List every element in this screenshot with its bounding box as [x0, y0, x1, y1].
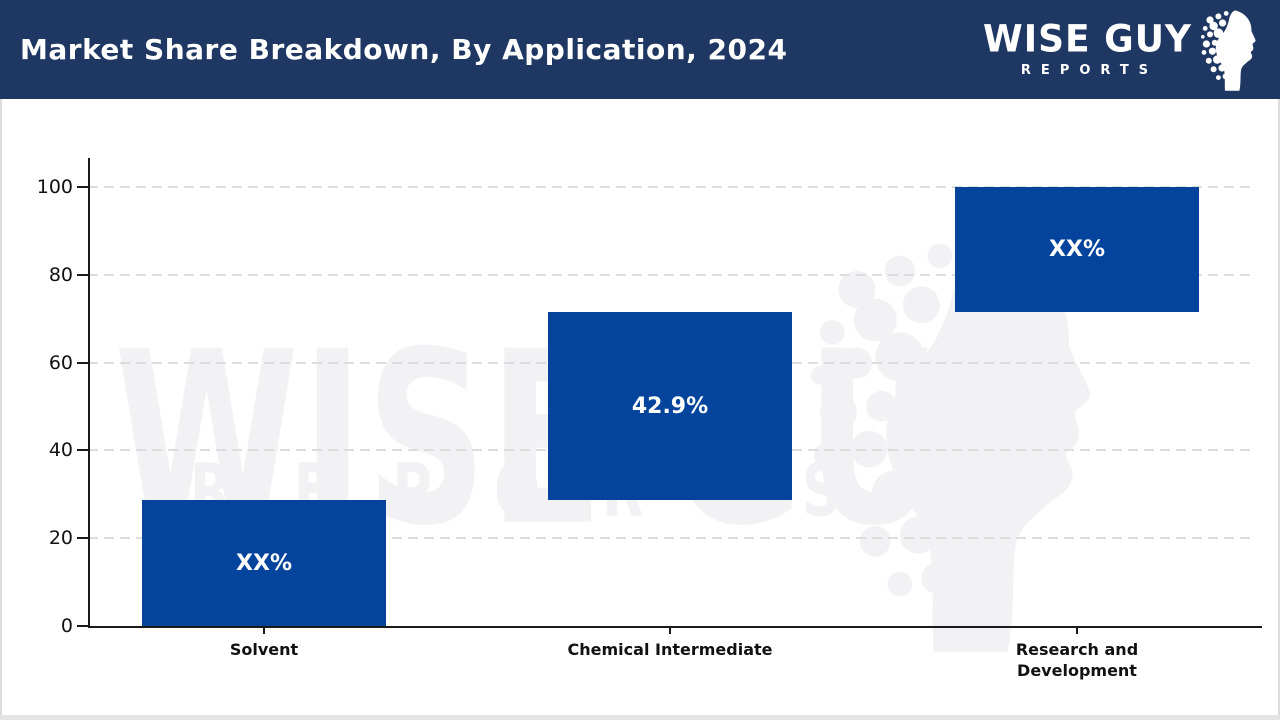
bar-value-label: 42.9% — [631, 393, 709, 419]
x-tick-mark — [263, 626, 265, 634]
bar-3: XX% — [955, 187, 1199, 313]
brand-logo: WISE GUY REPORTS — [983, 8, 1260, 92]
gridline-80 — [88, 273, 1252, 276]
y-tick-mark — [77, 273, 88, 276]
y-tick-label: 80 — [48, 263, 73, 286]
gridline-100 — [88, 186, 1252, 188]
y-tick-label: 20 — [48, 527, 73, 550]
y-axis-line — [88, 158, 90, 628]
logo-face-icon — [1201, 9, 1256, 91]
y-tick-mark — [77, 186, 88, 188]
y-tick-mark — [77, 625, 88, 627]
x-tick-mark — [669, 626, 671, 634]
brand-subtitle: REPORTS — [1020, 63, 1159, 78]
header-bar: Market Share Breakdown, By Application, … — [0, 0, 1280, 99]
x-category-label: Chemical Intermediate — [567, 640, 773, 659]
bar-1: XX% — [142, 500, 386, 626]
watermark-face-icon — [810, 240, 1091, 652]
bottom-border — [0, 715, 1280, 720]
y-tick-label: 40 — [48, 439, 73, 462]
x-category-label: Research and Development — [1015, 640, 1139, 680]
gridline-20 — [88, 537, 1252, 540]
x-category-label: Solvent — [229, 640, 299, 659]
bar-2: 42.9% — [548, 312, 792, 501]
bar-value-label: XX% — [1049, 237, 1105, 263]
y-tick-mark — [77, 449, 88, 452]
y-tick-mark — [77, 361, 88, 364]
x-axis-line — [88, 626, 1262, 628]
y-tick-mark — [77, 537, 88, 540]
x-tick-mark — [1076, 626, 1078, 634]
y-tick-label: 0 — [60, 615, 73, 637]
brand-name: WISE GUY — [982, 17, 1192, 61]
bar-value-label: XX% — [236, 550, 292, 576]
y-tick-label: 100 — [36, 176, 73, 198]
y-tick-label: 60 — [48, 351, 73, 374]
chart-title: Market Share Breakdown, By Application, … — [20, 33, 788, 66]
brand-logo-text: WISE GUY REPORTS — [982, 17, 1192, 78]
